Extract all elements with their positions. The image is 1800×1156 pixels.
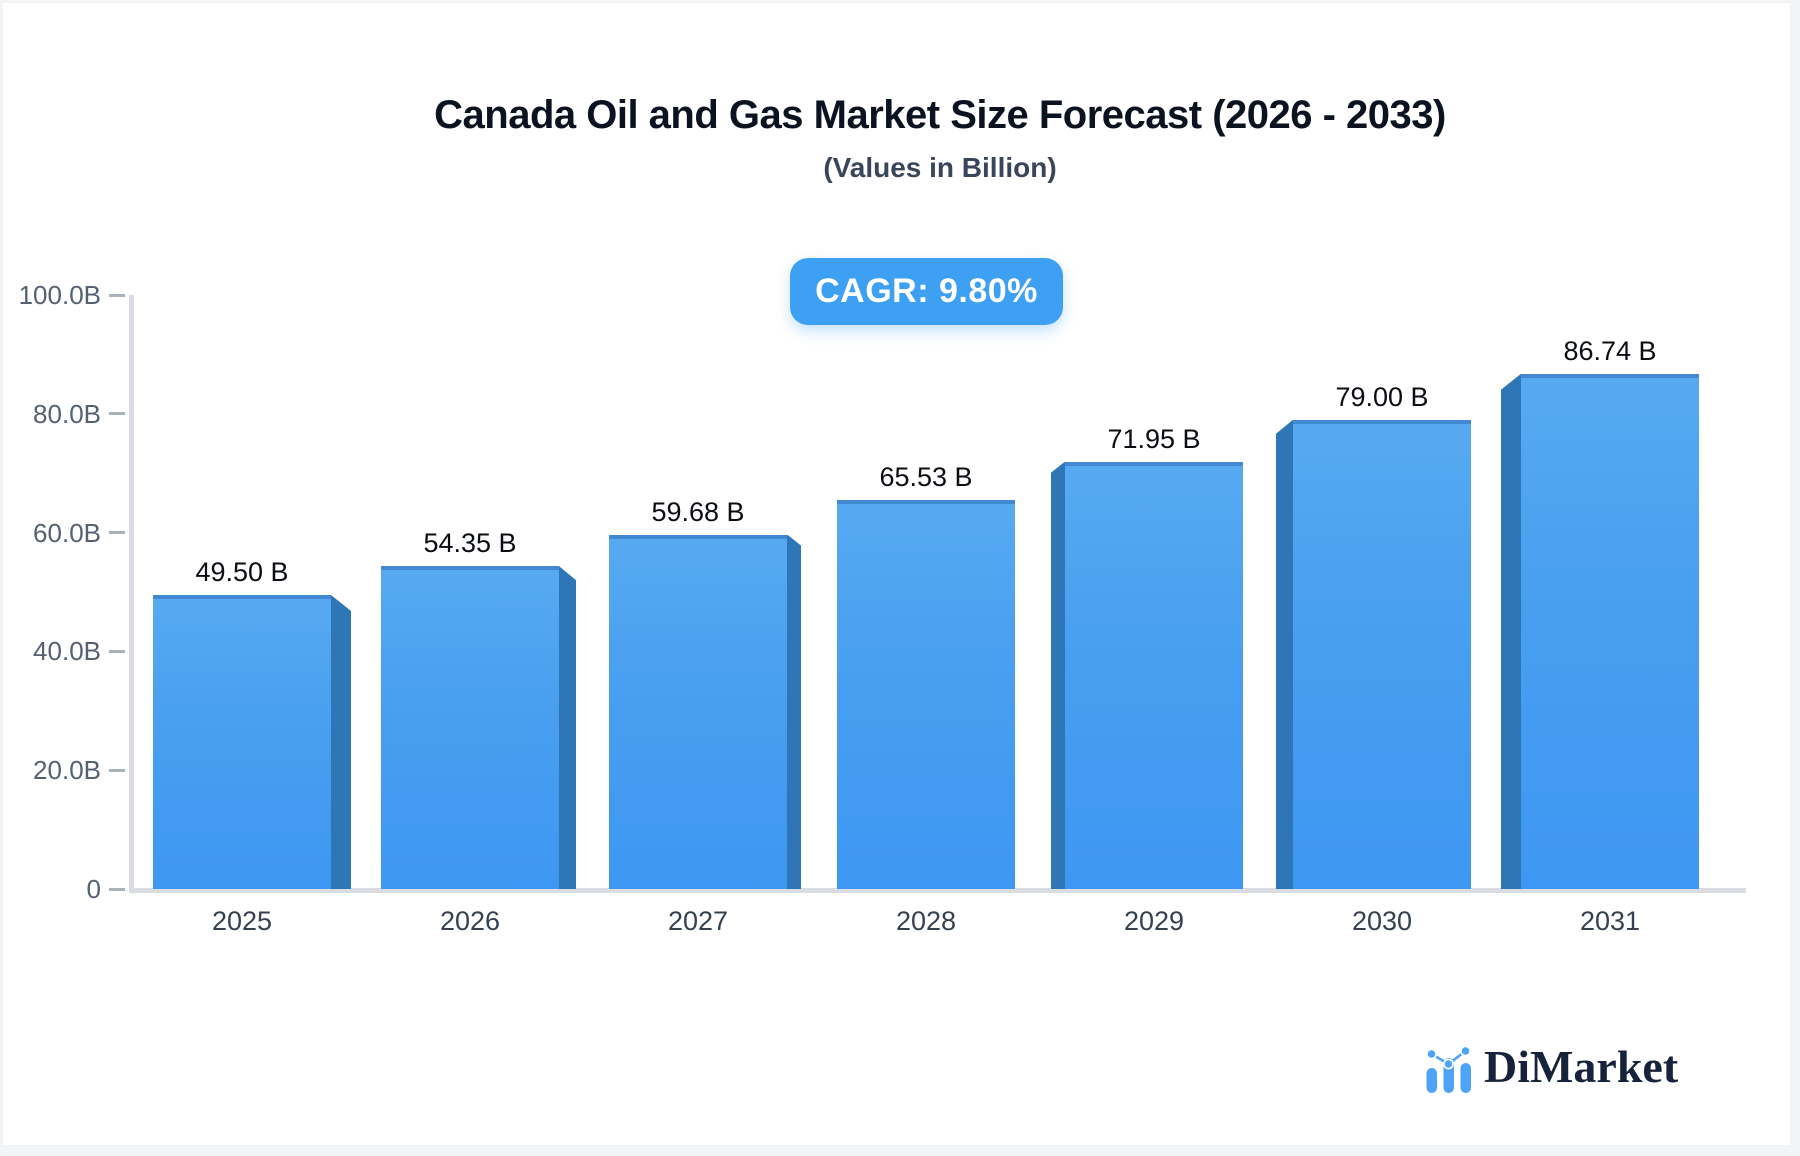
- x-axis-label: 2031: [1579, 906, 1641, 936]
- bar-side-face: [559, 566, 576, 889]
- chart-subtitle: (Values in Billion): [823, 152, 1057, 183]
- bar-2025: [153, 594, 351, 889]
- bar-2028: [837, 499, 1015, 889]
- bar-value-label: 54.35 B: [423, 528, 517, 559]
- bar-face: [1065, 461, 1243, 889]
- bar-2029: [1051, 461, 1243, 889]
- bar-value-label: 59.68 B: [651, 496, 745, 527]
- x-axis-label: 2026: [439, 906, 501, 936]
- y-axis-tick-mark: [109, 768, 125, 772]
- y-axis-tick-mark: [109, 887, 125, 891]
- x-axis-label: 2025: [211, 906, 273, 936]
- y-axis-tick-mark: [109, 649, 125, 653]
- bar-side-face: [331, 594, 351, 889]
- x-axis-label: 2028: [895, 906, 957, 936]
- y-axis-label: 100.0B: [18, 280, 101, 310]
- brand-logo-text: DiMarket: [1484, 1041, 1679, 1092]
- bar-2027: [609, 534, 801, 889]
- x-axis-label: 2030: [1351, 906, 1413, 936]
- brand-logo: DiMarket: [1424, 1041, 1678, 1097]
- bar-2030: [1276, 419, 1471, 889]
- y-axis-tick-mark: [109, 412, 125, 416]
- y-axis-label: 80.0B: [33, 398, 101, 429]
- bar-2026: [381, 566, 576, 889]
- bar-value-label: 86.74 B: [1563, 335, 1657, 366]
- cagr-badge: CAGR: 9.80%: [790, 258, 1063, 325]
- y-axis-line: [129, 295, 134, 893]
- bar-face: [153, 594, 331, 889]
- chart-header: Canada Oil and Gas Market Size Forecast …: [133, 93, 1747, 184]
- bar-face: [609, 534, 787, 889]
- bar-face: [1293, 419, 1471, 889]
- bar-face: [837, 499, 1015, 889]
- x-axis-label: 2027: [667, 906, 729, 936]
- bar-side-face: [1501, 373, 1521, 889]
- y-axis-label: 20.0B: [33, 755, 101, 786]
- x-axis-baseline: [129, 888, 1746, 893]
- bar-side-face: [1276, 419, 1293, 889]
- chart-title: Canada Oil and Gas Market Size Forecast …: [434, 93, 1446, 137]
- y-axis-tick-mark: [109, 531, 125, 535]
- x-axis-label: 2029: [1123, 906, 1185, 936]
- bar-value-label: 79.00 B: [1335, 381, 1429, 412]
- bar-value-label: 71.95 B: [1107, 423, 1201, 454]
- y-axis-label: 40.0B: [33, 636, 101, 667]
- bar-value-label: 65.53 B: [879, 461, 973, 492]
- y-axis-tick-mark: [109, 293, 125, 297]
- brand-logo-icon: [1426, 1045, 1471, 1093]
- bar-2031: [1501, 373, 1699, 889]
- bar-side-face: [1051, 461, 1065, 889]
- bar-face: [381, 566, 559, 889]
- bar-side-face: [787, 534, 801, 889]
- y-axis-label: 60.0B: [33, 517, 101, 548]
- y-axis-label: 0: [86, 874, 101, 904]
- bar-value-label: 49.50 B: [195, 556, 289, 587]
- bar-face: [1521, 373, 1699, 889]
